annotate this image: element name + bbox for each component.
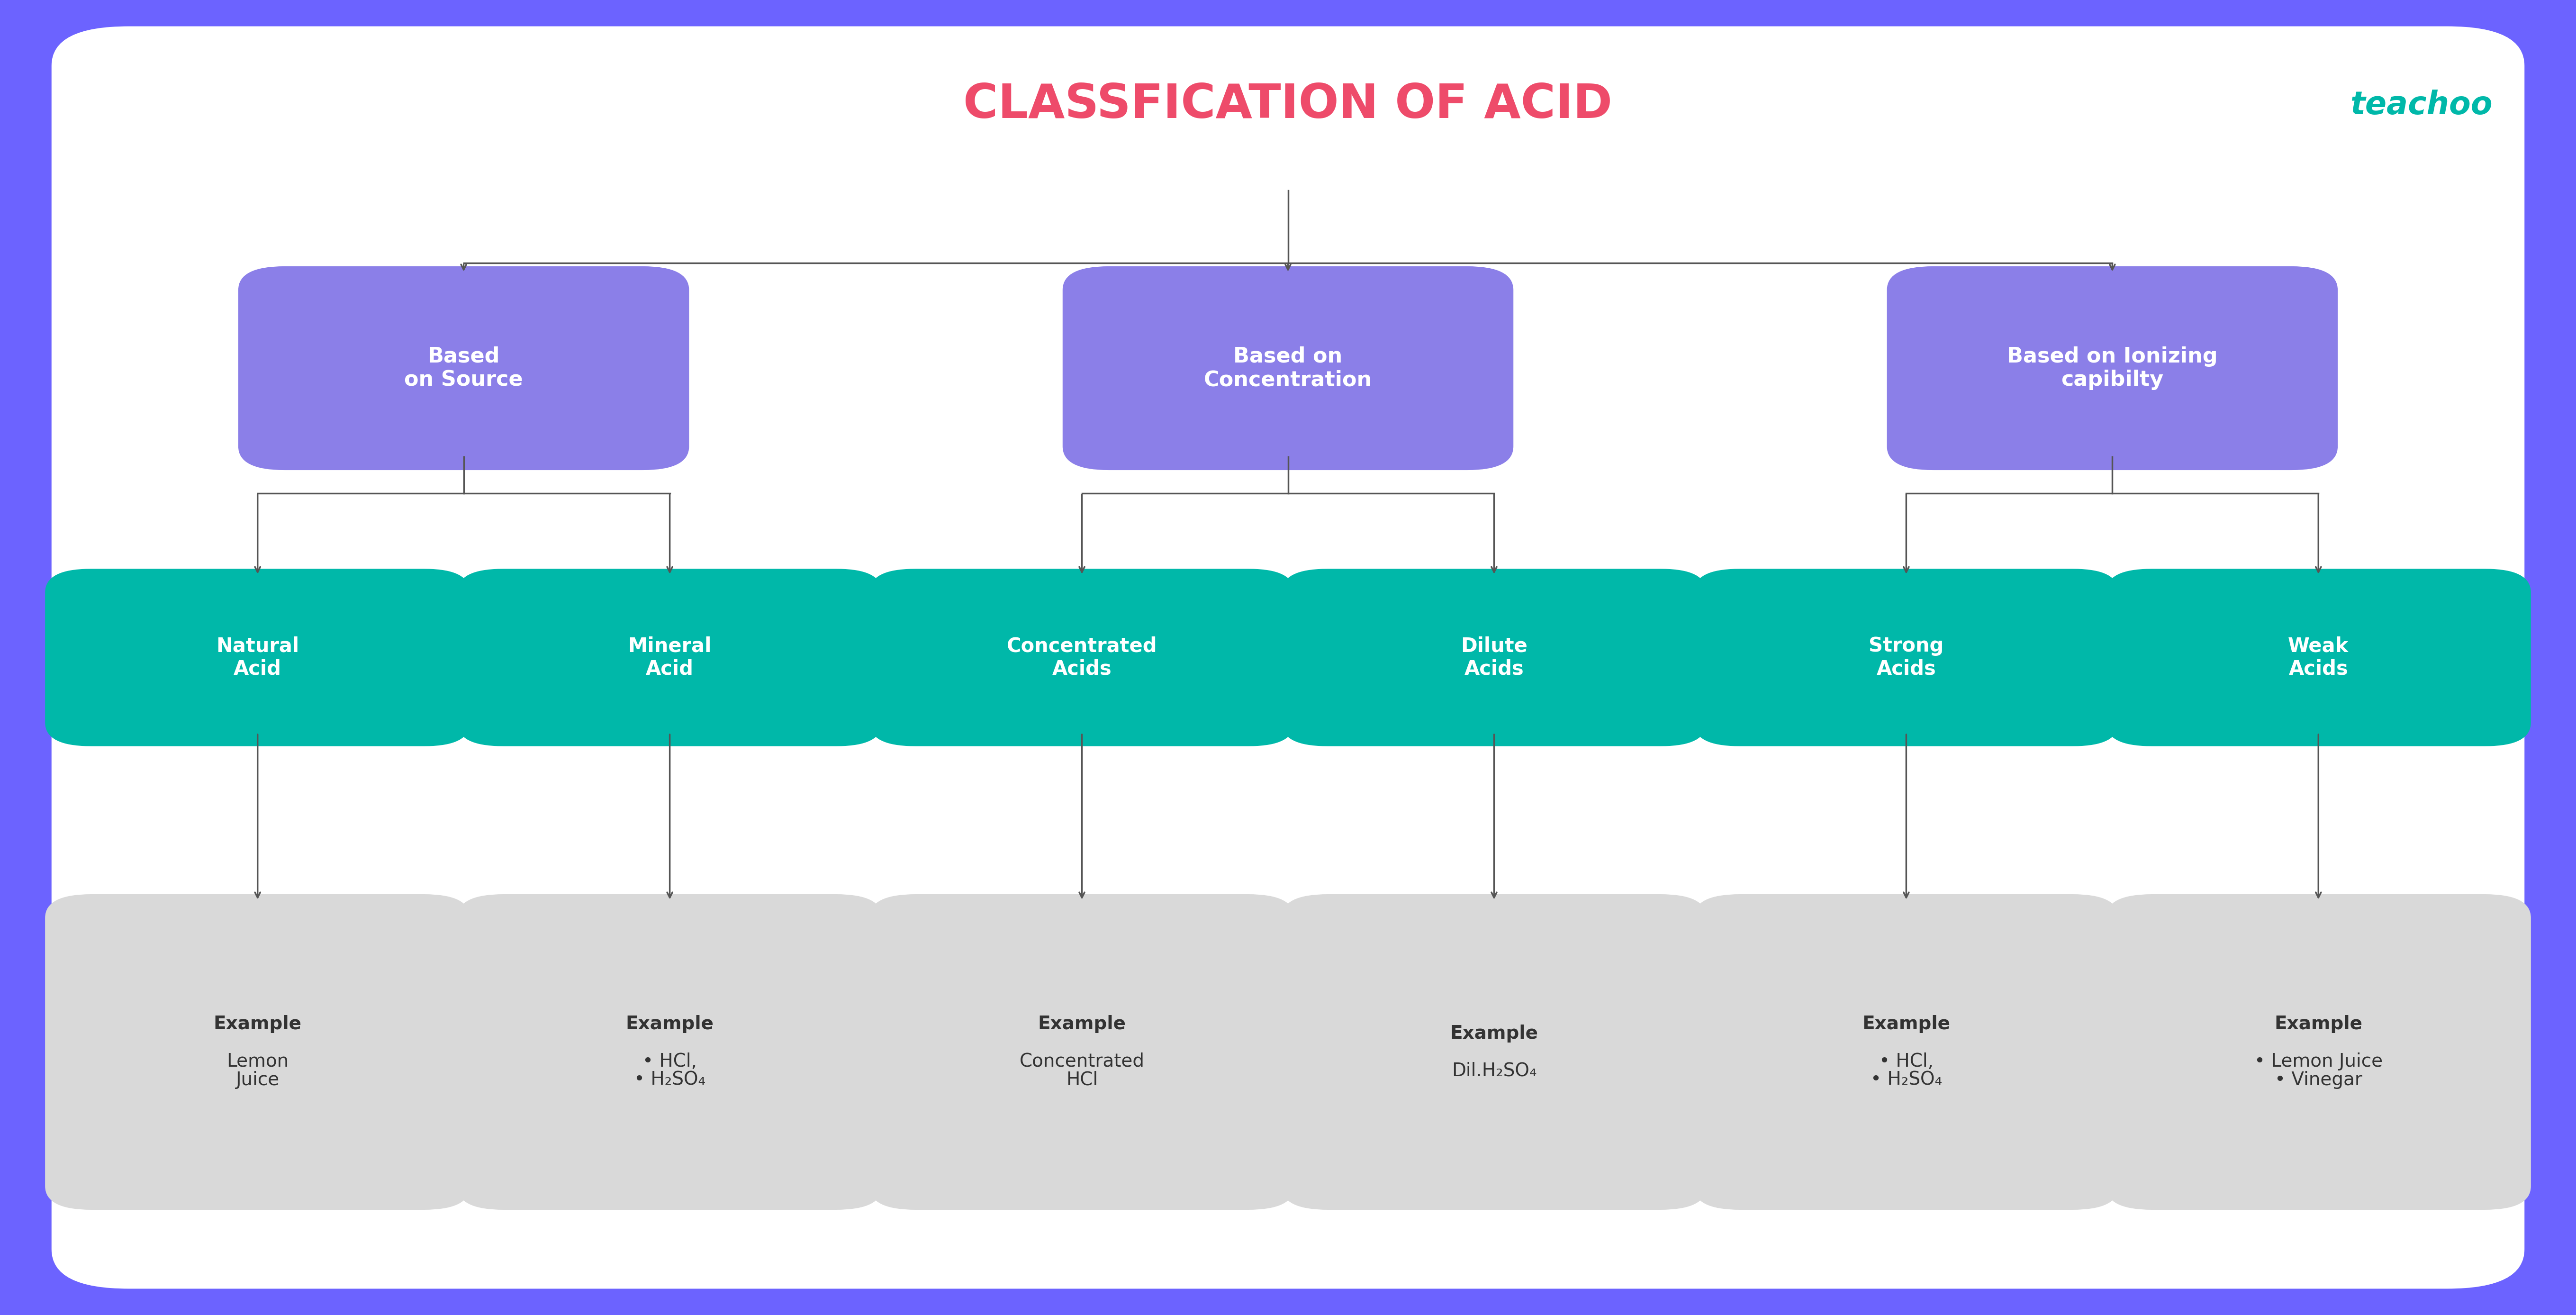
FancyBboxPatch shape xyxy=(1280,568,1705,747)
Text: Weak
Acids: Weak Acids xyxy=(2287,636,2349,679)
FancyBboxPatch shape xyxy=(46,568,469,747)
Text: Strong
Acids: Strong Acids xyxy=(1868,636,1945,679)
FancyBboxPatch shape xyxy=(2107,568,2530,747)
Text: Concentrated
Acids: Concentrated Acids xyxy=(1007,636,1157,679)
Text: Based
on Source: Based on Source xyxy=(404,346,523,391)
Text: teachoo: teachoo xyxy=(2349,89,2494,121)
FancyBboxPatch shape xyxy=(1061,266,1512,471)
FancyBboxPatch shape xyxy=(2107,894,2530,1210)
FancyBboxPatch shape xyxy=(1280,894,1705,1210)
FancyBboxPatch shape xyxy=(46,894,469,1210)
Text: Dilute
Acids: Dilute Acids xyxy=(1461,636,1528,679)
FancyBboxPatch shape xyxy=(868,568,1293,747)
FancyBboxPatch shape xyxy=(240,266,688,471)
FancyBboxPatch shape xyxy=(1886,266,2336,471)
Text: • Lemon Juice: • Lemon Juice xyxy=(2254,1052,2383,1070)
Text: HCl: HCl xyxy=(1066,1070,1097,1089)
Text: Example: Example xyxy=(626,1015,714,1034)
Text: • HCl,: • HCl, xyxy=(1878,1052,1935,1070)
Text: Example: Example xyxy=(1450,1024,1538,1043)
Text: Natural
Acid: Natural Acid xyxy=(216,636,299,679)
Text: • H₂SO₄: • H₂SO₄ xyxy=(1870,1070,1942,1089)
FancyBboxPatch shape xyxy=(868,894,1293,1210)
Text: • Vinegar: • Vinegar xyxy=(2275,1070,2362,1089)
FancyBboxPatch shape xyxy=(459,894,881,1210)
Text: Concentrated: Concentrated xyxy=(1020,1052,1144,1070)
Text: Example: Example xyxy=(2275,1015,2362,1034)
FancyBboxPatch shape xyxy=(52,26,2524,1289)
FancyBboxPatch shape xyxy=(1695,894,2117,1210)
Text: Lemon: Lemon xyxy=(227,1052,289,1070)
Text: Mineral
Acid: Mineral Acid xyxy=(629,636,711,679)
Text: Based on Ionizing
capibilty: Based on Ionizing capibilty xyxy=(2007,346,2218,391)
Text: CLASSFICATION OF ACID: CLASSFICATION OF ACID xyxy=(963,83,1613,128)
Text: Dil.H₂SO₄: Dil.H₂SO₄ xyxy=(1450,1061,1538,1080)
Text: Juice: Juice xyxy=(237,1070,278,1089)
Text: Example: Example xyxy=(1862,1015,1950,1034)
FancyBboxPatch shape xyxy=(1695,568,2117,747)
Text: • HCl,: • HCl, xyxy=(641,1052,698,1070)
Text: Based on
Concentration: Based on Concentration xyxy=(1203,346,1373,391)
FancyBboxPatch shape xyxy=(459,568,881,747)
Text: • H₂SO₄: • H₂SO₄ xyxy=(634,1070,706,1089)
Text: Example: Example xyxy=(1038,1015,1126,1034)
Text: Example: Example xyxy=(214,1015,301,1034)
